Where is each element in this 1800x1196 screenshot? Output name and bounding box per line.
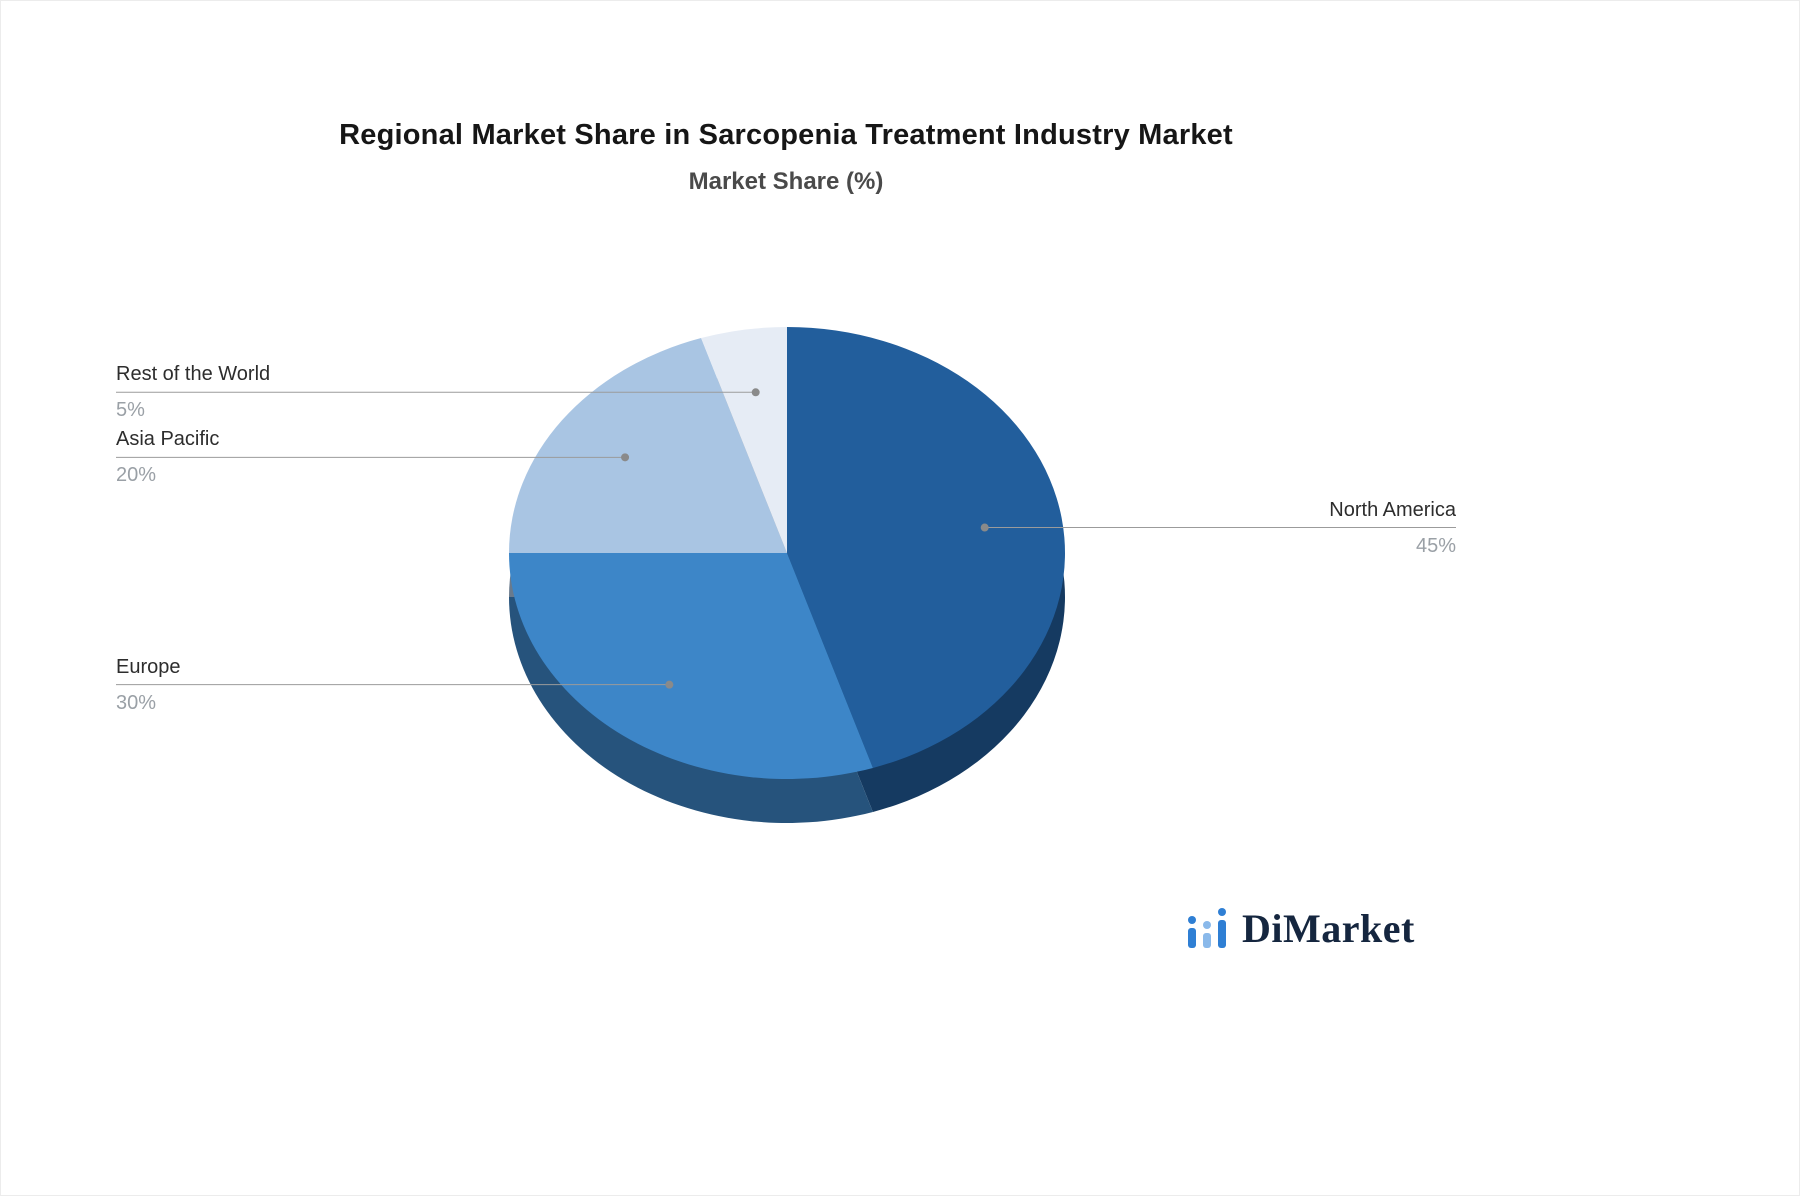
bar-chart-icon: [1188, 907, 1226, 948]
chart-title: Regional Market Share in Sarcopenia Trea…: [339, 119, 1233, 151]
bar-icon-dot: [1218, 907, 1226, 916]
callout-dot: [751, 388, 760, 397]
callout-dot: [621, 453, 630, 462]
callout-dot: [980, 523, 989, 532]
brand-logo: DiMarket: [1184, 905, 1415, 952]
bar-icon-dot: [1188, 915, 1196, 924]
bar-icon-stem: [1203, 932, 1211, 948]
pie-slice: [509, 553, 873, 780]
chart-heading: Regional Market Share in Sarcopenia Trea…: [1, 119, 1571, 196]
brand-name: DiMarket: [1242, 906, 1415, 951]
chart-subtitle: Market Share (%): [688, 168, 884, 195]
pie-slice: [701, 327, 787, 553]
bar-icon-stem: [1218, 919, 1226, 948]
bar-icon-stem: [1188, 927, 1196, 948]
pie-slice: [787, 327, 1065, 768]
callout-dot: [665, 680, 674, 689]
bar-icon-dot: [1203, 920, 1211, 929]
